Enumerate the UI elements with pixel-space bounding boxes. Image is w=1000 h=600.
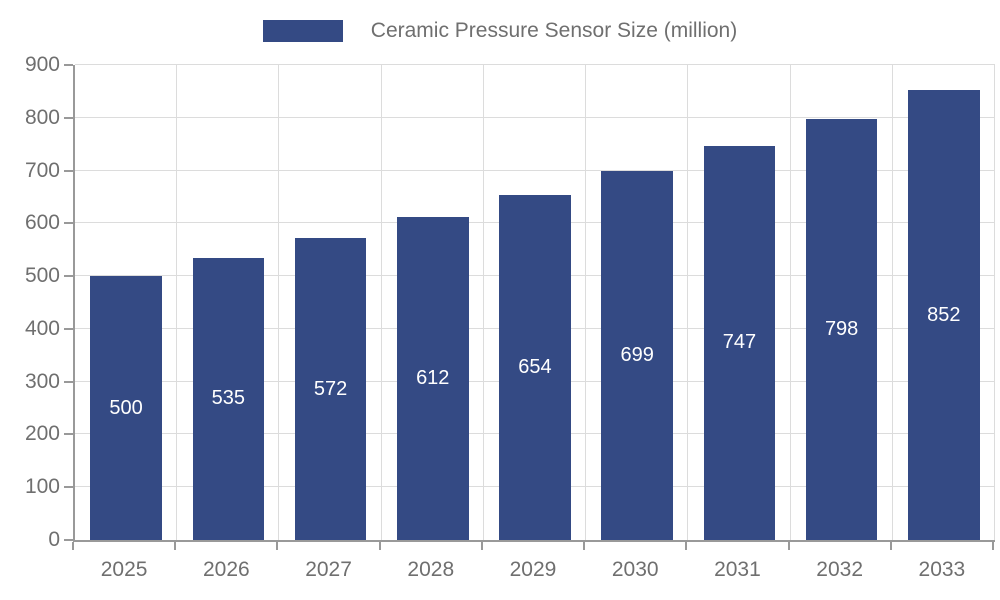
y-tick-label: 900 [24,53,60,76]
x-tick [787,542,790,550]
y-tick-label: 400 [24,316,60,340]
bar-value-label: 654 [518,355,552,378]
v-gridline [380,65,382,540]
y-tick [64,64,73,66]
x-tick [276,542,279,550]
bar-value-label: 572 [313,377,348,400]
v-gridline [891,65,893,540]
v-gridline [585,65,587,540]
bar-2028[interactable]: 612 [396,217,469,540]
y-tick-label: 700 [24,158,60,182]
x-tick-label: 2031 [714,558,761,581]
y-tick [64,327,73,330]
y-tick [64,539,73,541]
x-tick-label: 2029 [509,558,557,581]
bar-2026[interactable]: 535 [192,257,265,540]
x-tick-label: 2026 [202,558,250,581]
bar-cell: 572 [279,65,381,540]
y-tick [64,275,73,278]
bar-2032[interactable]: 798 [805,118,878,540]
v-gridline [687,65,689,540]
x-tick-label: 2030 [611,558,659,581]
h-gridline [75,116,995,118]
y-tick-label: 200 [24,422,60,446]
y-tick [64,433,73,436]
x-tick [583,542,586,550]
bar-cell: 852 [893,65,995,540]
bar-2027[interactable]: 572 [294,238,367,540]
y-tick-label: 0 [48,528,60,551]
h-gridline [75,169,995,171]
bar-value-label: 612 [416,367,450,389]
bar-value-label: 852 [927,303,961,326]
bars-row: 500 535 572 612 654 699 747 798 852 [75,65,995,540]
v-gridline [994,65,995,540]
bar-value-label: 699 [620,344,654,367]
bar-2031[interactable]: 747 [703,145,776,540]
bar-cell: 612 [382,65,484,540]
h-gridline [75,64,995,65]
x-tick [480,542,483,550]
y-tick-label: 800 [24,105,60,129]
y-tick-label: 600 [24,211,60,235]
y-tick [64,116,73,119]
x-tick [174,542,177,550]
bar-2025[interactable]: 500 [90,276,162,540]
x-tick-label: 2027 [305,558,352,581]
y-tick-label: 500 [24,264,60,288]
y-tick-label: 300 [24,369,60,393]
y-tick [64,380,73,383]
bar-2030[interactable]: 699 [601,171,673,540]
x-tick-label: 2025 [100,558,148,581]
x-tick-label: 2032 [816,558,864,581]
bar-value-label: 535 [211,387,245,410]
y-tick [64,222,73,225]
x-tick-label: 2033 [918,558,966,581]
legend-item[interactable]: Ceramic Pressure Sensor Size (million) [0,20,1000,42]
bar-value-label: 500 [109,396,143,419]
bar-cell: 535 [177,65,279,540]
bar-2033[interactable]: 852 [908,90,980,540]
v-gridline [789,65,791,540]
x-tick [889,542,892,550]
plot-area: 500 535 572 612 654 699 747 798 852 [73,64,995,542]
bar-cell: 798 [791,65,893,540]
bar-cell: 699 [586,65,688,540]
x-tick-label: 2028 [407,558,455,581]
bar-value-label: 798 [824,317,859,340]
y-tick-label: 100 [24,475,60,499]
x-tick [685,542,688,550]
v-gridline [482,65,484,540]
legend-label: Ceramic Pressure Sensor Size (million) [370,19,738,42]
x-tick [378,542,381,550]
bar-cell: 747 [688,65,790,540]
x-tick [992,542,994,550]
bar-2029[interactable]: 654 [499,194,571,540]
bar-value-label: 747 [722,331,757,354]
y-tick [64,169,73,172]
bar-cell: 500 [75,65,177,540]
legend-swatch [262,20,343,42]
x-tick [72,542,74,550]
v-gridline [278,65,280,540]
v-gridline [176,65,178,540]
y-tick [64,486,73,489]
bar-cell: 654 [484,65,586,540]
